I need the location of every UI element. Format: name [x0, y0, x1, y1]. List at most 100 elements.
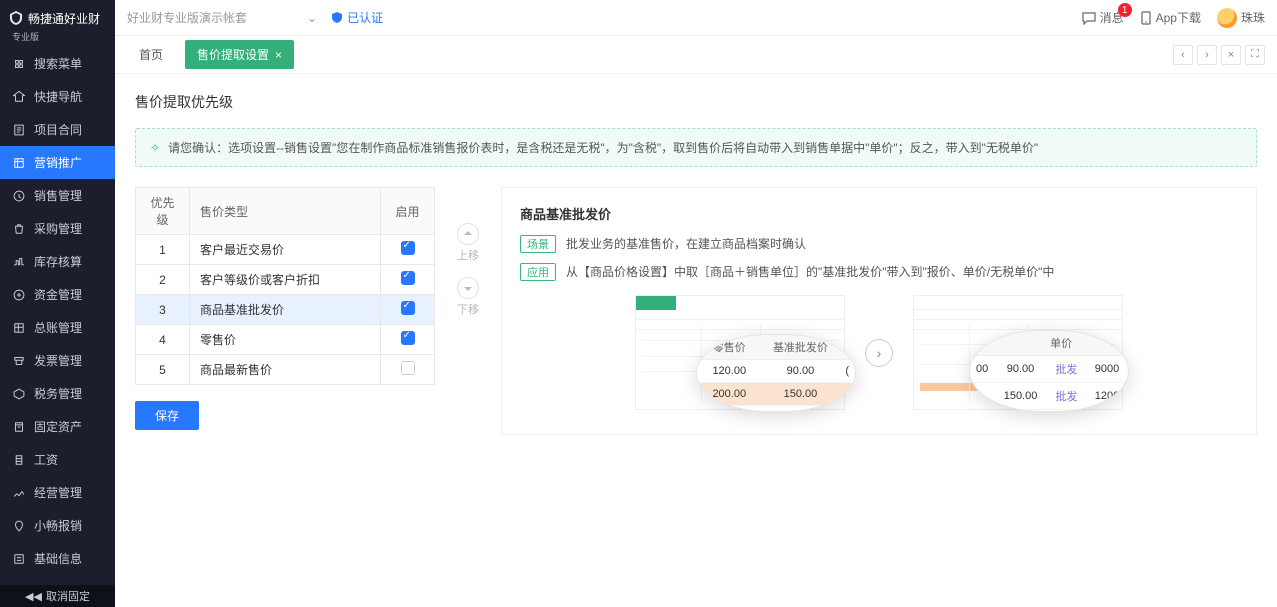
preview-target: 单价 00 90.00 批发 9000 150.00	[913, 295, 1123, 410]
nav-icon	[12, 123, 26, 137]
nav-label: 搜索菜单	[34, 55, 82, 72]
cell-type: 客户等级价或客户折扣	[190, 265, 381, 295]
tab-tools: ‹ › × ⛶	[1173, 45, 1265, 65]
arrow-right-icon: ›	[865, 339, 893, 367]
cell-enable	[381, 295, 435, 325]
fullscreen-button[interactable]: ⛶	[1245, 45, 1265, 65]
sidebar-item-14[interactable]: 小畅报销	[0, 509, 115, 542]
sidebar-item-8[interactable]: 总账管理	[0, 311, 115, 344]
tab-home[interactable]: 首页	[127, 40, 175, 69]
move-up-button[interactable]	[457, 223, 479, 245]
table-row[interactable]: 2客户等级价或客户折扣	[136, 265, 435, 295]
table-row[interactable]: 1客户最近交易价	[136, 235, 435, 265]
sidebar-item-16[interactable]: 系统管理	[0, 575, 115, 585]
nav-icon	[12, 321, 26, 335]
sidebar-item-1[interactable]: 快捷导航	[0, 80, 115, 113]
sidebar-item-10[interactable]: 税务管理	[0, 377, 115, 410]
th-enable: 启用	[381, 188, 435, 235]
tab-home-label: 首页	[139, 46, 163, 63]
nav-label: 快捷导航	[34, 88, 82, 105]
cell-type: 商品最新售价	[190, 355, 381, 385]
sidebar-item-4[interactable]: 销售管理	[0, 179, 115, 212]
zr-r1c0: 150.00	[994, 383, 1047, 410]
main-content: 售价提取优先级 ✧ 请您确认：选项设置--销售设置"您在制作商品标准销售报价表时…	[115, 74, 1277, 607]
account-selector[interactable]: 好业财专业版演示帐套 ⌄	[127, 9, 317, 26]
table-row[interactable]: 3商品基准批发价	[136, 295, 435, 325]
enable-checkbox[interactable]	[401, 301, 415, 315]
sidebar-item-15[interactable]: 基础信息	[0, 542, 115, 575]
sidebar-item-7[interactable]: 资金管理	[0, 278, 115, 311]
move-down-button[interactable]	[457, 277, 479, 299]
header-tools: 消息 1 App下载 珠珠	[1082, 8, 1265, 28]
cell-priority: 5	[136, 355, 190, 385]
sidebar-item-13[interactable]: 经营管理	[0, 476, 115, 509]
account-name: 好业财专业版演示帐套	[127, 9, 247, 26]
zl-r1c1: 150.00	[762, 383, 840, 406]
detail-panel: 商品基准批发价 场景 批发业务的基准售价，在建立商品档案时确认 应用 从【商品价…	[501, 187, 1257, 435]
nav-label: 基础信息	[34, 550, 82, 567]
nav-icon	[12, 519, 26, 533]
th-type: 售价类型	[190, 188, 381, 235]
tab-active[interactable]: 售价提取设置 ×	[185, 40, 294, 69]
sidebar-item-3[interactable]: 营销推广	[0, 146, 115, 179]
scene-tag: 场景	[520, 235, 556, 253]
verified-text: 已认证	[347, 9, 383, 26]
move-down-group: 下移	[457, 277, 479, 317]
reorder-controls: 上移 下移	[457, 187, 479, 317]
enable-checkbox[interactable]	[401, 271, 415, 285]
sidebar-item-2[interactable]: 项目合同	[0, 113, 115, 146]
sidebar-item-5[interactable]: 采购管理	[0, 212, 115, 245]
preview-source: 零售价 基准批发价 120.00 90.00 ( 200.00	[635, 295, 845, 410]
verified-badge: 已认证	[331, 9, 383, 26]
save-button[interactable]: 保存	[135, 401, 199, 430]
nav-icon	[12, 453, 26, 467]
enable-checkbox[interactable]	[401, 241, 415, 255]
phone-icon	[1140, 11, 1152, 25]
enable-checkbox[interactable]	[401, 331, 415, 345]
nav-icon	[12, 255, 26, 269]
pin-toggle[interactable]: ◀◀ 取消固定	[0, 585, 115, 607]
app-download-button[interactable]: App下载	[1140, 9, 1201, 26]
nav-icon	[12, 156, 26, 170]
tab-close-all-button[interactable]: ×	[1221, 45, 1241, 65]
content-row: 优先级 售价类型 启用 1客户最近交易价2客户等级价或客户折扣3商品基准批发价4…	[135, 187, 1257, 435]
nav-label: 固定资产	[34, 418, 82, 435]
sidebar-item-6[interactable]: 库存核算	[0, 245, 115, 278]
zr-r0c1: 批发	[1047, 356, 1086, 383]
tab-next-button[interactable]: ›	[1197, 45, 1217, 65]
move-up-label: 上移	[457, 247, 479, 263]
sidebar-item-11[interactable]: 固定资产	[0, 410, 115, 443]
nav-icon	[12, 222, 26, 236]
table-row[interactable]: 4零售价	[136, 325, 435, 355]
zoom-left: 零售价 基准批发价 120.00 90.00 ( 200.00	[696, 334, 856, 412]
pin-label: 取消固定	[46, 588, 90, 604]
messages-button[interactable]: 消息 1	[1082, 9, 1124, 26]
table-row[interactable]: 5商品最新售价	[136, 355, 435, 385]
sidebar-item-12[interactable]: 工资	[0, 443, 115, 476]
zl-r0c0: 120.00	[697, 360, 762, 383]
cell-priority: 2	[136, 265, 190, 295]
apply-text: 从【商品价格设置】中取［商品＋销售单位］的"基准批发价"带入到"报价、单价/无税…	[566, 263, 1054, 280]
nav-label: 小畅报销	[34, 517, 82, 534]
nav-icon	[12, 90, 26, 104]
avatar-icon	[1217, 8, 1237, 28]
sidebar-item-0[interactable]: 搜索菜单	[0, 47, 115, 80]
nav-icon	[12, 354, 26, 368]
preview-illustration: 零售价 基准批发价 120.00 90.00 ( 200.00	[520, 295, 1238, 410]
cell-type: 零售价	[190, 325, 381, 355]
user-menu[interactable]: 珠珠	[1217, 8, 1265, 28]
sidebar-item-9[interactable]: 发票管理	[0, 344, 115, 377]
tab-prev-button[interactable]: ‹	[1173, 45, 1193, 65]
info-tip: ✧ 请您确认：选项设置--销售设置"您在制作商品标准销售报价表时，是含税还是无税…	[135, 128, 1257, 167]
enable-checkbox[interactable]	[401, 361, 415, 375]
nav-label: 总账管理	[34, 319, 82, 336]
nav-icon	[12, 189, 26, 203]
apply-tag: 应用	[520, 263, 556, 281]
page-title: 售价提取优先级	[135, 92, 1257, 112]
nav-label: 工资	[34, 451, 58, 468]
cell-priority: 3	[136, 295, 190, 325]
th-priority: 优先级	[136, 188, 190, 235]
zr-r0c0: 90.00	[994, 356, 1047, 383]
close-icon[interactable]: ×	[275, 48, 282, 62]
nav-label: 税务管理	[34, 385, 82, 402]
